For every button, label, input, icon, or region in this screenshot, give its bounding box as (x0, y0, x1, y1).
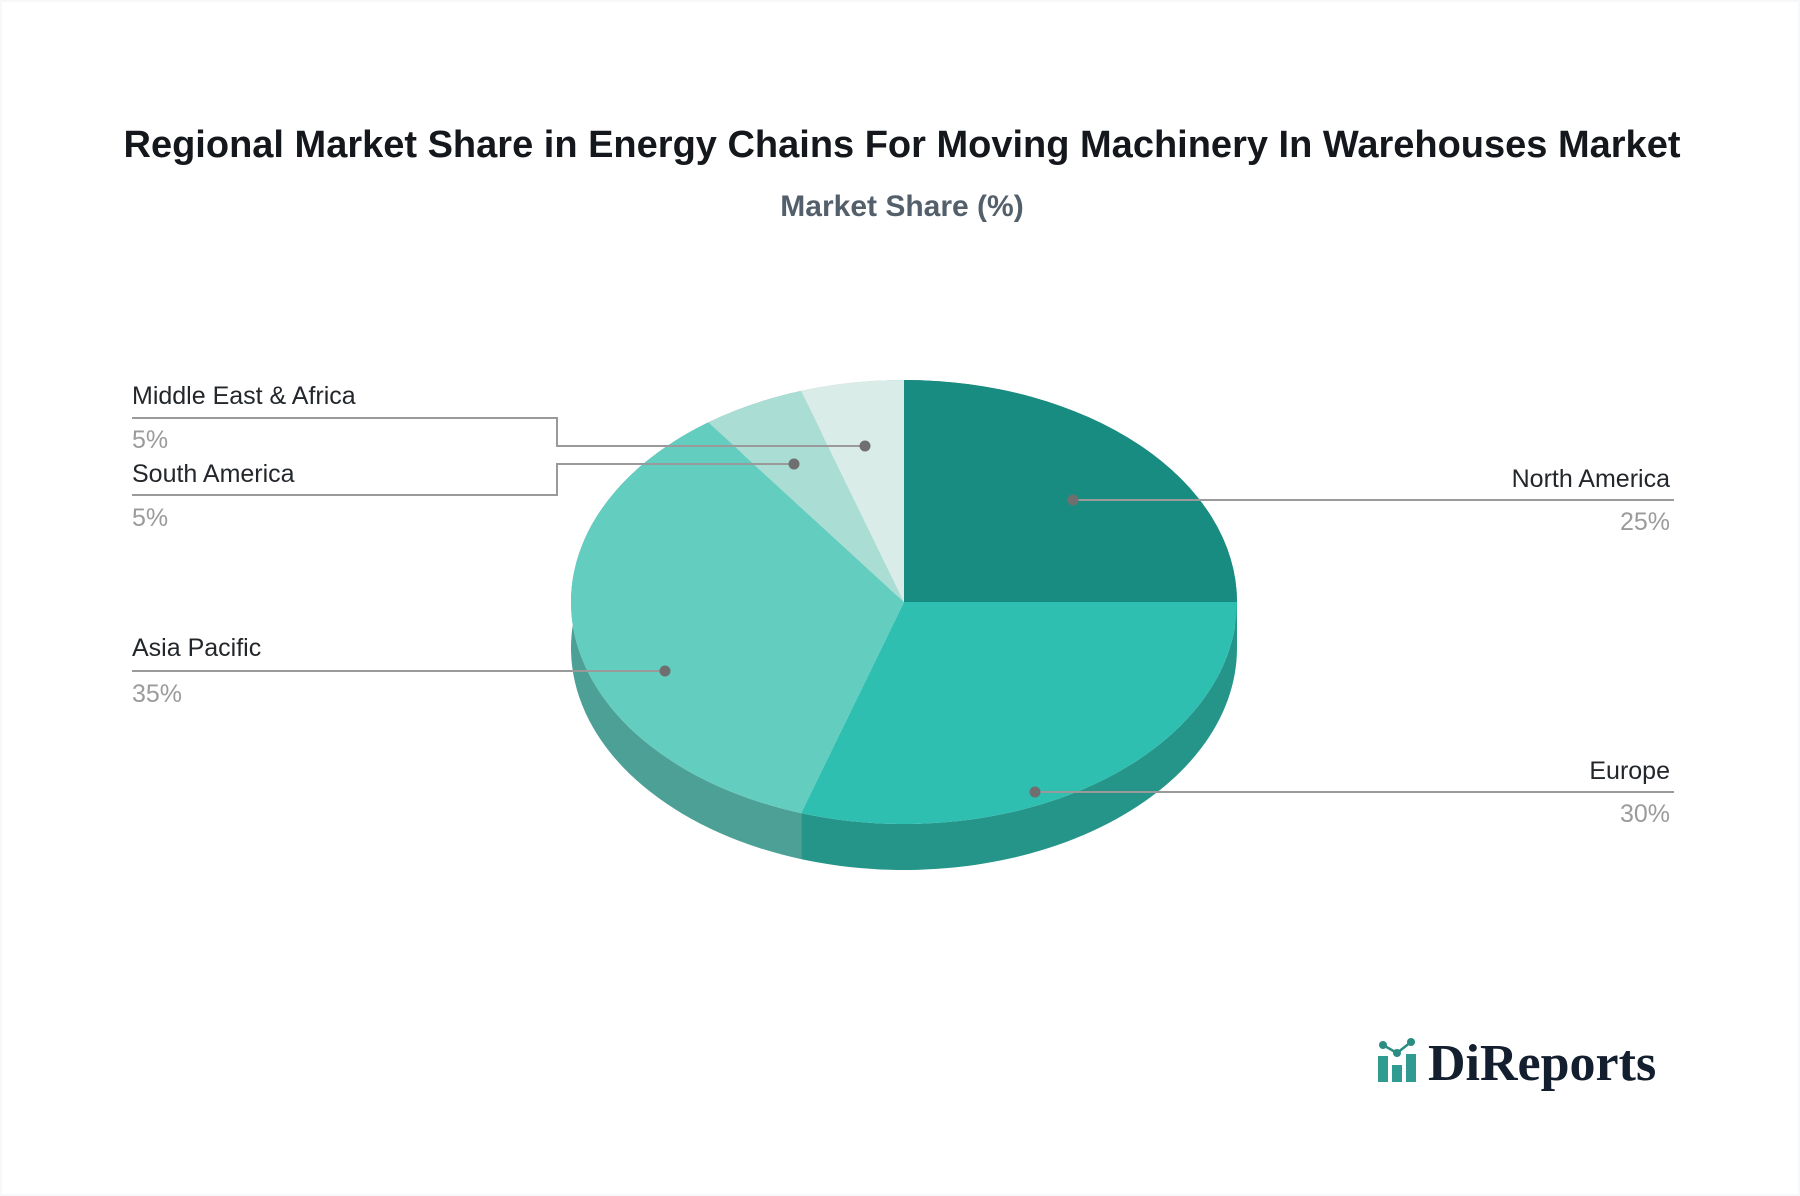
leader-line-middle-east-africa (132, 417, 865, 447)
logo-dot-3 (1407, 1038, 1415, 1046)
slice-pct-south-america: 5% (132, 504, 169, 532)
pie-slice-side-europe (801, 602, 1237, 870)
pie-slice-asia-pacific[interactable] (571, 422, 904, 814)
logo-bar-2 (1392, 1065, 1402, 1082)
logo-dot-1 (1379, 1041, 1387, 1049)
slice-label-asia-pacific: Asia Pacific (132, 634, 262, 662)
pie-slice-south-america[interactable] (708, 390, 904, 602)
logo-text: DiReports (1428, 1035, 1657, 1092)
pie-slice-north-america[interactable] (904, 380, 1237, 602)
leader-dot-asia-pacific (659, 665, 671, 677)
chart-title: Regional Market Share in Energy Chains F… (123, 124, 1681, 166)
bar-line-chart-icon (1378, 1038, 1416, 1082)
logo-bar-3 (1406, 1054, 1416, 1082)
slice-label-europe: Europe (1589, 757, 1670, 785)
chart-subtitle: Market Share (%) (780, 190, 1024, 223)
pie-slice-side-asia-pacific (571, 422, 802, 860)
slice-pct-europe: 30% (1619, 800, 1670, 828)
slice-label-north-america: North America (1511, 465, 1670, 493)
logo-bar-1 (1378, 1056, 1388, 1082)
pie-slice-europe[interactable] (801, 602, 1237, 824)
slice-label-south-america: South America (132, 460, 295, 488)
leader-dot-middle-east-africa (859, 440, 871, 452)
leader-dot-south-america (788, 458, 800, 470)
slice-pct-middle-east-africa: 5% (132, 426, 169, 454)
slice-label-middle-east-africa: Middle East & Africa (132, 382, 356, 410)
pie-slice-middle-east-africa[interactable] (801, 380, 904, 602)
leader-dot-europe (1029, 786, 1041, 798)
direports-logo: DiReports (1376, 1038, 1656, 1090)
leader-line-south-america (132, 463, 794, 496)
leader-dot-north-america (1067, 494, 1079, 506)
slice-pct-asia-pacific: 35% (132, 680, 183, 708)
logo-dot-2 (1393, 1049, 1401, 1057)
slice-pct-north-america: 25% (1619, 508, 1670, 536)
